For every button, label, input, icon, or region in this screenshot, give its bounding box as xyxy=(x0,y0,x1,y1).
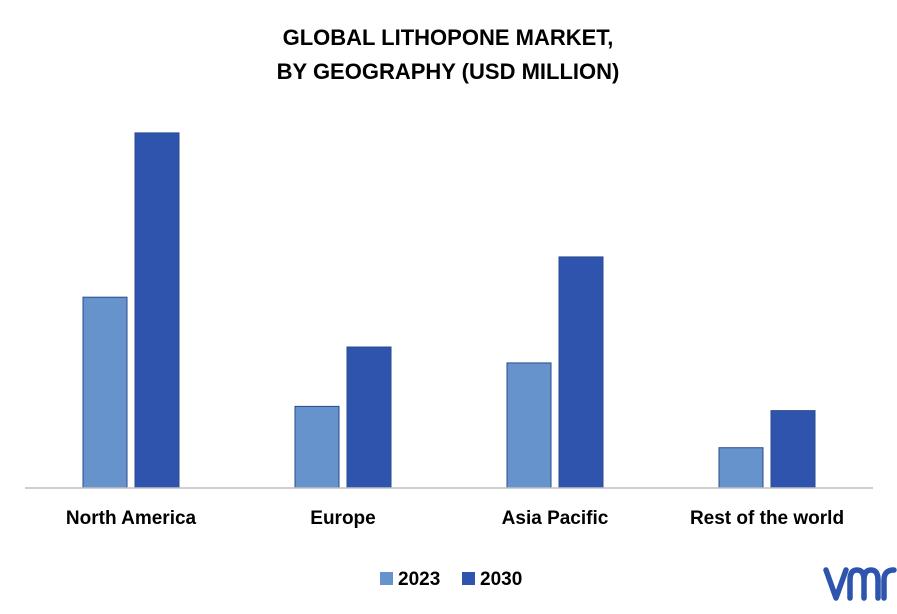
x-tick-label: Europe xyxy=(310,508,375,529)
x-tick-label: Asia Pacific xyxy=(502,508,609,529)
legend-label-2030: 2030 xyxy=(480,569,522,590)
vmr-logo-r xyxy=(881,567,897,601)
chart-title-line-1: GLOBAL LITHOPONE MARKET, xyxy=(283,25,614,50)
chart-title-line-2: BY GEOGRAPHY (USD MILLION) xyxy=(277,59,620,84)
bar-asia-pacific-2030 xyxy=(558,256,604,489)
bar-asia-pacific-2023 xyxy=(506,362,552,489)
vmr-logo-v xyxy=(823,567,849,601)
bar-rest-of-the-world-2023 xyxy=(718,447,764,489)
bar-rest-of-the-world-2030 xyxy=(770,410,816,489)
legend: 2023 2030 xyxy=(380,569,522,590)
chart-title: GLOBAL LITHOPONE MARKET, BY GEOGRAPHY (U… xyxy=(277,25,620,84)
x-tick-label: Rest of the world xyxy=(690,508,844,529)
bar-europe-2030 xyxy=(346,346,392,489)
vmr-logo xyxy=(823,567,897,601)
bar-north-america-2030 xyxy=(134,132,180,489)
legend-label-2023: 2023 xyxy=(398,569,440,590)
vmr-logo-m xyxy=(847,567,881,601)
legend-swatch-2023 xyxy=(380,572,393,585)
legend-swatch-2030 xyxy=(462,572,475,585)
bars-group xyxy=(82,132,816,489)
x-tick-labels: North America Europe Asia Pacific Rest of t… xyxy=(66,508,844,529)
bar-europe-2023 xyxy=(294,405,340,489)
x-tick-label: North America xyxy=(66,508,197,529)
bar-north-america-2023 xyxy=(82,296,128,489)
